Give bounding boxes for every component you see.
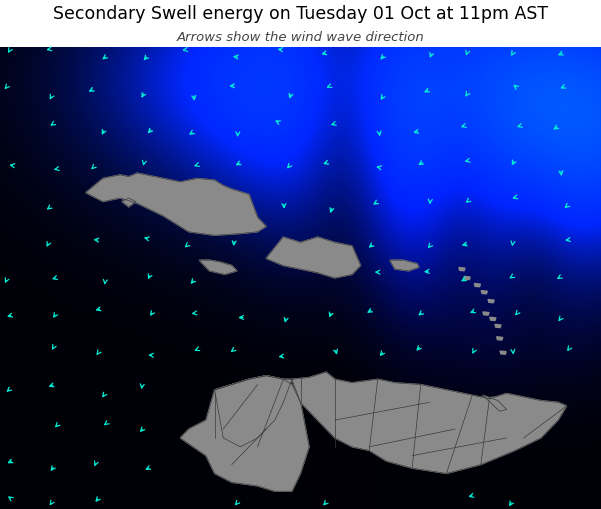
Polygon shape xyxy=(490,318,496,321)
Polygon shape xyxy=(464,277,470,280)
Polygon shape xyxy=(500,351,506,354)
Polygon shape xyxy=(390,261,419,271)
Polygon shape xyxy=(86,174,266,236)
Polygon shape xyxy=(492,398,498,401)
Polygon shape xyxy=(292,373,567,473)
Polygon shape xyxy=(266,238,361,278)
Polygon shape xyxy=(496,337,503,341)
Polygon shape xyxy=(495,325,501,328)
Polygon shape xyxy=(481,291,487,294)
Polygon shape xyxy=(488,300,494,303)
Polygon shape xyxy=(122,199,136,208)
Polygon shape xyxy=(483,313,489,316)
Text: Secondary Swell energy on Tuesday 01 Oct at 11pm AST: Secondary Swell energy on Tuesday 01 Oct… xyxy=(53,6,548,23)
Polygon shape xyxy=(215,376,292,447)
Polygon shape xyxy=(459,268,465,271)
Polygon shape xyxy=(483,395,507,411)
Polygon shape xyxy=(199,261,237,275)
Polygon shape xyxy=(180,376,309,491)
Polygon shape xyxy=(474,284,480,287)
Text: Arrows show the wind wave direction: Arrows show the wind wave direction xyxy=(177,31,424,44)
